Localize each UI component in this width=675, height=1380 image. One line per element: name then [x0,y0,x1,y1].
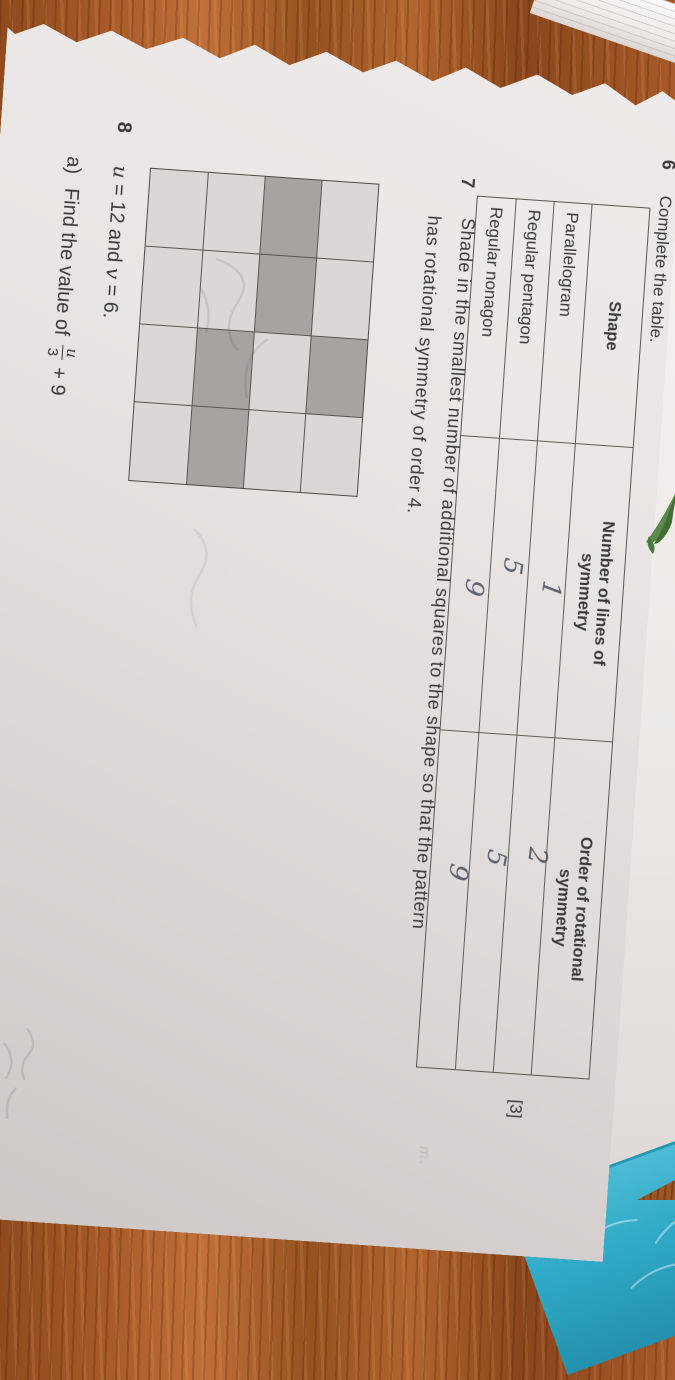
part-a-label: a) [61,155,86,175]
worksheet-page: 6Complete the table. Shape Number of lin… [0,0,675,1262]
grid-cell [305,336,367,418]
handwritten-answer: 1 [534,578,567,600]
handwritten-answer: 9 [457,576,491,600]
question-7-number: 7 [457,177,479,189]
fraction-denominator: 3 [43,347,62,357]
statement-mid: = 12 and [101,177,131,269]
leaf [646,493,675,554]
part-a-tail: + 9 [46,366,71,397]
handwritten-answer: 5 [496,555,529,577]
grid-cell [202,173,264,255]
page-stack-edge [529,0,675,79]
grid-cell [316,181,378,263]
pencil-ghost-marks [168,520,225,653]
grid-cell [311,259,373,341]
pencil-ghost-marks [178,243,290,430]
question-8-statement: u = 12 and v = 6. [97,165,133,320]
grid-cell [129,402,191,484]
fraction-numerator: u [61,345,79,362]
question-8-number: 8 [112,121,136,134]
marks-badge: [3] [505,1098,526,1120]
fraction-u-over-3: u 3 [44,344,79,362]
handwritten-answer: 9 [441,860,475,884]
statement-end: = 6. [98,278,124,320]
handwritten-answer: 5 [479,847,512,869]
handwritten-answer: 2 [521,845,553,866]
question-8-part-a: a) Find the value of u 3 + 9 [40,155,91,396]
part-a-text: Find the value of [50,187,83,337]
question-6-number: 6 [658,159,675,171]
pencil-ghost-letter: m. [415,1145,435,1165]
grid-cell [300,414,362,496]
question-7-text-line2: has rotational symmetry of order 4. [403,214,445,515]
grid-cell [146,169,208,251]
pencil-ghost-marks [0,1016,46,1140]
